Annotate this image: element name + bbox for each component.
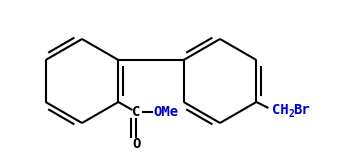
Text: O: O xyxy=(132,137,141,151)
Text: C: C xyxy=(132,105,141,119)
Text: OMe: OMe xyxy=(153,105,179,119)
Text: Br: Br xyxy=(293,103,310,117)
Text: 2: 2 xyxy=(288,109,294,119)
Text: CH: CH xyxy=(272,103,289,117)
